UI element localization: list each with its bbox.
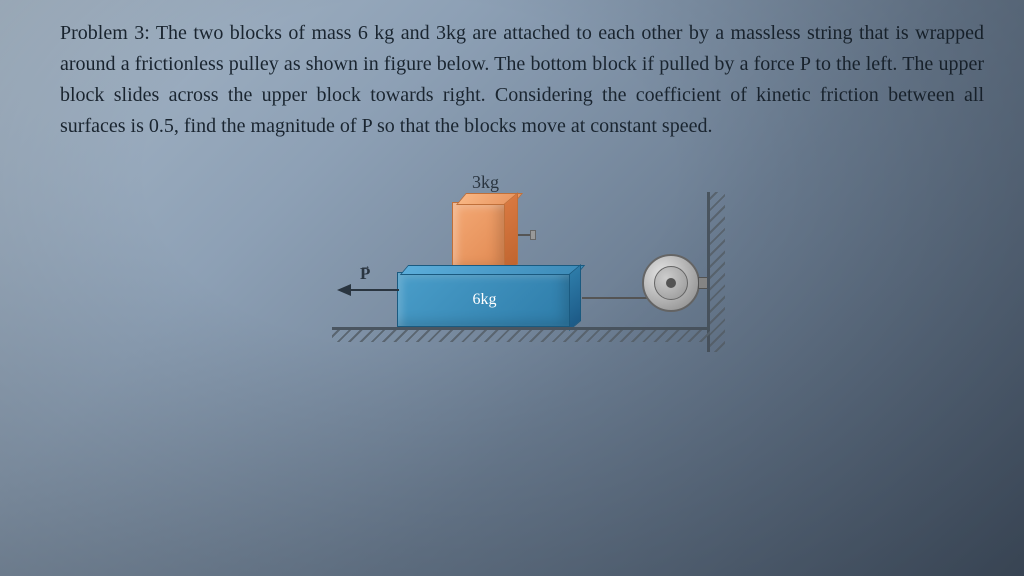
pulley xyxy=(642,254,700,312)
ground-hatching xyxy=(332,330,710,342)
top-block-label: 3kg xyxy=(472,172,499,193)
arrow-shaft xyxy=(349,289,399,291)
block-3kg xyxy=(452,202,507,272)
string-upper xyxy=(518,234,530,236)
force-arrow xyxy=(337,284,399,296)
physics-diagram: 3kg 6kg → P xyxy=(302,172,722,412)
problem-statement: Problem 3: The two blocks of mass 6 kg a… xyxy=(0,0,1024,152)
block-6kg: 6kg xyxy=(397,272,572,327)
force-label: P xyxy=(360,264,370,284)
problem-body: The two blocks of mass 6 kg and 3kg are … xyxy=(60,22,984,137)
wall-hatching xyxy=(710,192,725,352)
string-attach-point xyxy=(530,230,536,240)
problem-title: Problem 3: xyxy=(60,22,150,44)
bottom-block-label: 6kg xyxy=(473,291,497,309)
